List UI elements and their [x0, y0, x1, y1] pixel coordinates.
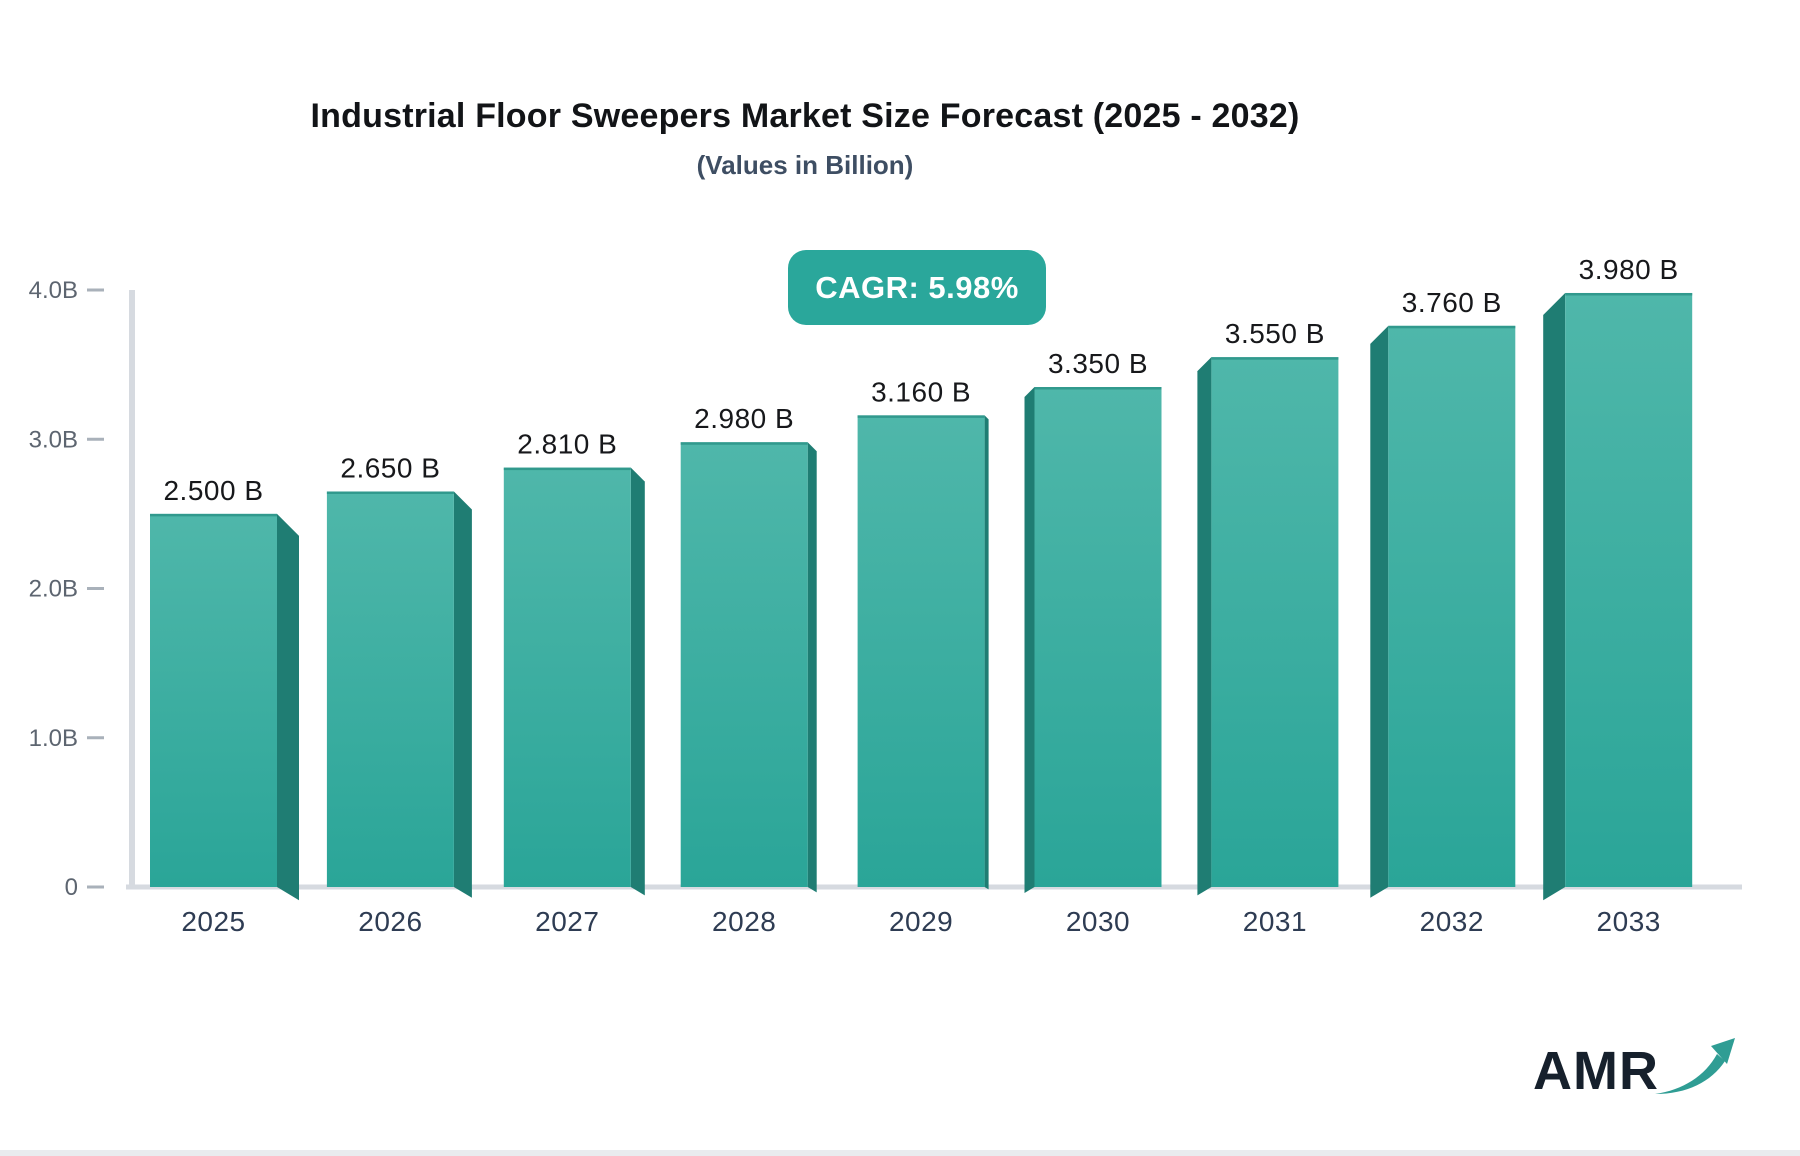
bar-side — [1024, 387, 1035, 893]
x-axis-label: 2029 — [889, 906, 953, 937]
bar-face — [1388, 325, 1516, 887]
bar-value-label: 3.550 B — [1225, 318, 1325, 349]
chart-title: Industrial Floor Sweepers Market Size Fo… — [310, 97, 1300, 135]
amr-logo: AMR — [1533, 1036, 1737, 1106]
bar-value-label: 3.350 B — [1048, 348, 1148, 379]
chart-subtitle: (Values in Billion) — [696, 150, 914, 180]
bar-value-label: 2.980 B — [694, 403, 794, 434]
x-axis-label: 2026 — [358, 906, 422, 937]
bar-face — [150, 513, 277, 887]
bar-2026 — [326, 491, 472, 898]
bar-value-label: 3.160 B — [871, 376, 971, 407]
bar-side — [1370, 325, 1389, 898]
bar-side — [277, 513, 299, 901]
bar-face — [503, 467, 631, 887]
bar-top-edge — [150, 513, 277, 517]
x-axis-label: 2027 — [535, 906, 599, 937]
bar-side — [630, 467, 645, 896]
x-axis-label: 2028 — [712, 906, 776, 937]
cagr-badge-label: CAGR: 5.98% — [815, 269, 1019, 305]
bar-side — [984, 415, 989, 890]
bar-value-label: 3.980 B — [1579, 254, 1679, 285]
y-axis-tick — [87, 288, 104, 292]
trend-up-arrow-icon — [1654, 1038, 1735, 1094]
labels-layer: 2.500 B 2025 2.650 B 2026 2.810 B 2027 2.980 B… — [163, 254, 1678, 937]
x-axis-label: 2033 — [1597, 906, 1661, 937]
bar-face — [1034, 387, 1162, 887]
x-axis-label: 2032 — [1420, 906, 1484, 937]
bar-2032 — [1370, 325, 1516, 898]
bar-2029 — [857, 415, 989, 890]
bar-value-label: 2.810 B — [517, 429, 617, 460]
bars-layer — [150, 292, 1693, 901]
bar-side — [1543, 292, 1566, 901]
bar-top-edge — [1211, 357, 1339, 360]
bar-2030 — [1024, 387, 1162, 893]
bar-top-edge — [1565, 292, 1693, 296]
bar-value-label: 2.650 B — [340, 452, 440, 483]
bar-side — [453, 491, 472, 898]
bar-2028 — [680, 442, 817, 893]
y-axis-tick — [87, 885, 104, 889]
bar-face — [326, 491, 454, 887]
bar-top-edge — [326, 491, 454, 494]
bar-side — [1197, 357, 1212, 896]
bar-top-edge — [1388, 325, 1516, 329]
x-axis-label: 2025 — [181, 906, 245, 937]
bar-top-edge — [857, 415, 985, 418]
y-axis-label: 4.0B — [29, 277, 78, 304]
bar-face — [1211, 357, 1339, 888]
x-axis-label: 2030 — [1066, 906, 1130, 937]
y-axis-label: 2.0B — [29, 576, 78, 603]
bar-2031 — [1197, 357, 1339, 896]
bar-top-edge — [680, 442, 808, 445]
y-axis-tick — [87, 437, 104, 441]
bar-side — [807, 442, 817, 893]
x-axis-label: 2031 — [1243, 906, 1307, 937]
y-axis-tick — [87, 736, 104, 740]
bar-value-label: 3.760 B — [1402, 287, 1502, 318]
bar-value-label: 2.500 B — [163, 475, 263, 506]
y-axis-label: 3.0B — [29, 426, 78, 453]
bar-2027 — [503, 467, 645, 896]
y-axis-label: 1.0B — [29, 725, 78, 752]
bar-2025 — [150, 513, 299, 901]
cagr-badge: CAGR: 5.98% — [788, 250, 1046, 325]
bar-top-edge — [503, 467, 631, 471]
y-axis-tick — [87, 587, 104, 590]
bar-face — [680, 442, 808, 887]
bar-top-edge — [1034, 387, 1162, 390]
bar-face — [857, 415, 985, 887]
y-axis-line — [129, 290, 135, 889]
amr-logo-text: AMR — [1533, 1041, 1659, 1101]
bar-face — [1565, 292, 1693, 887]
y-axis-label: 0 — [65, 874, 78, 901]
bar-2033 — [1543, 292, 1693, 901]
